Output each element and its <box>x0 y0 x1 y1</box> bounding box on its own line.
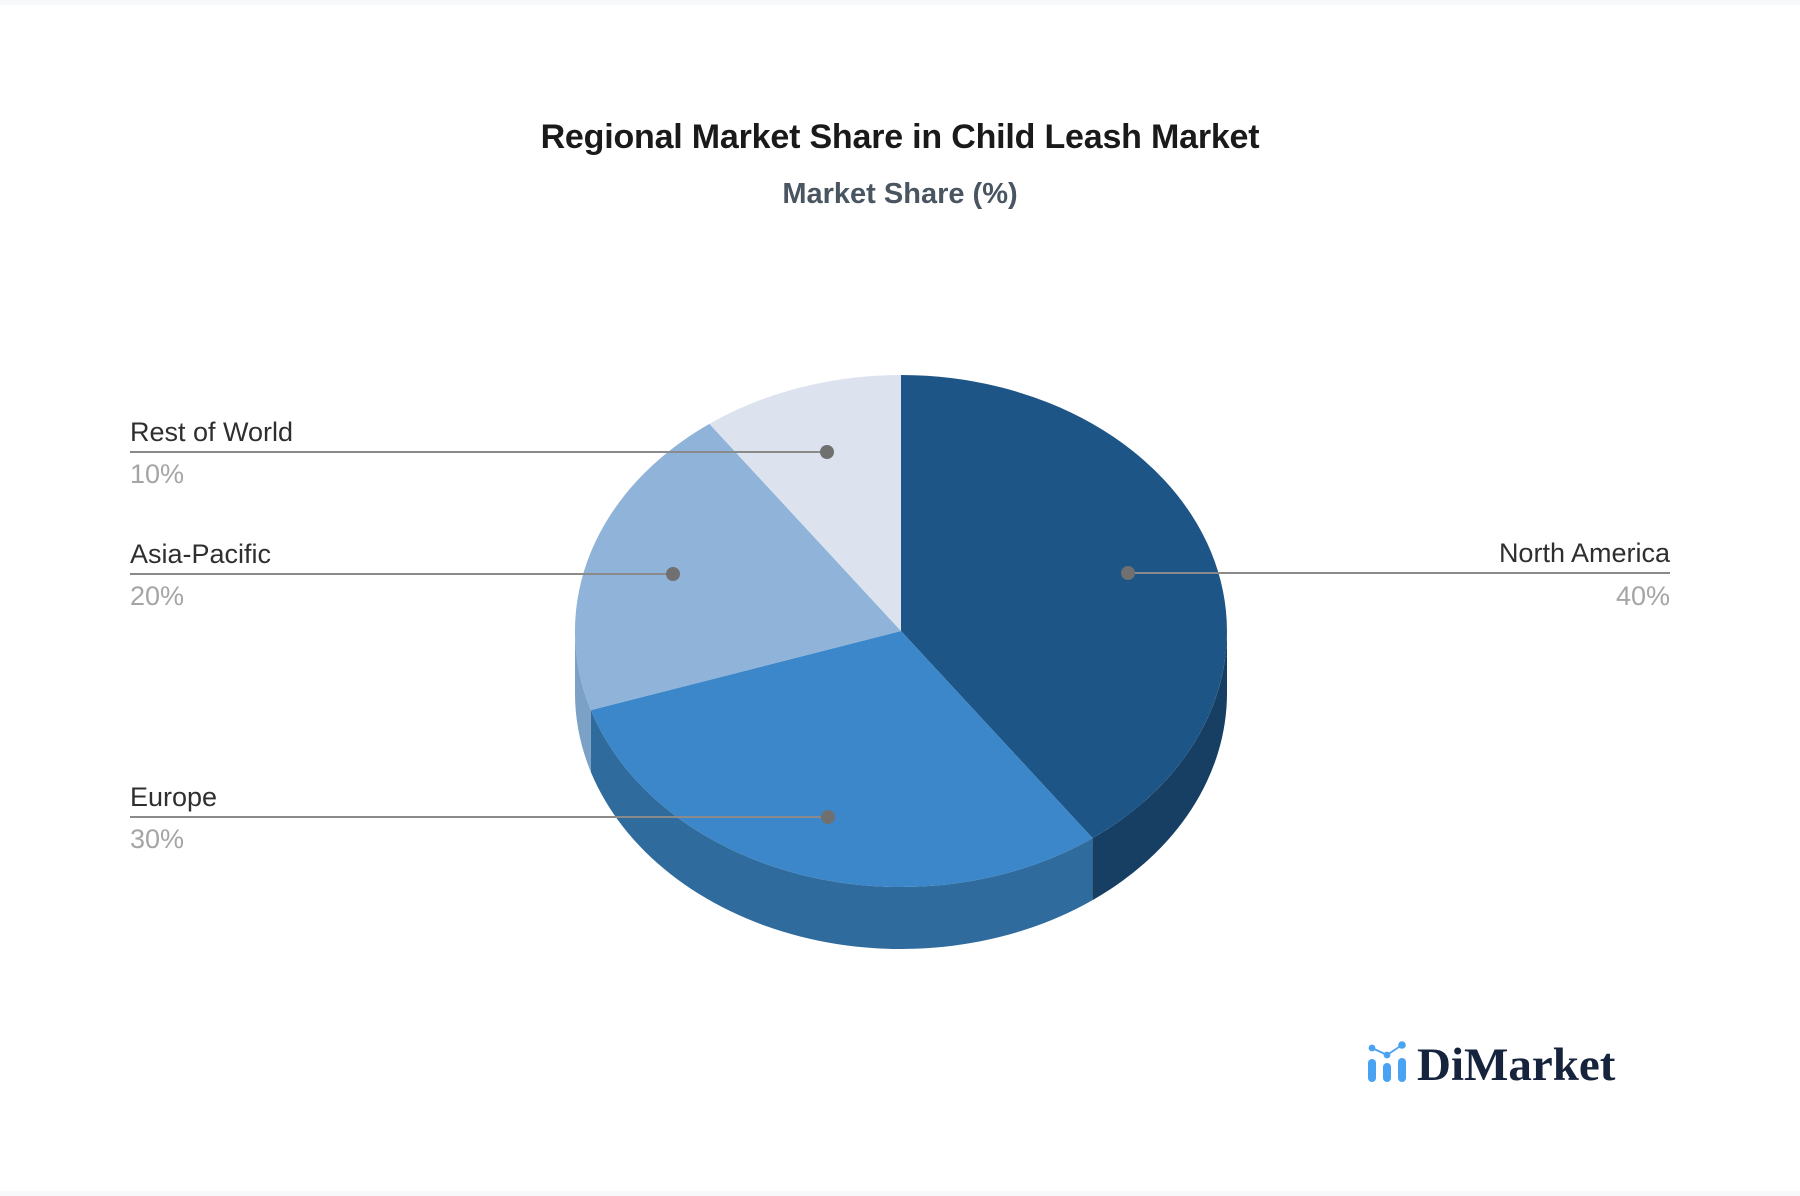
pie-slice-north-america[interactable] <box>901 375 1227 839</box>
slice-percent: 20% <box>130 581 185 611</box>
callout-north-america: North America <box>1499 538 1670 569</box>
slice-percent: 40% <box>1615 581 1670 611</box>
callout-leader-lines <box>130 451 1670 818</box>
callout-rest-of-world-pct: 10% <box>130 459 184 490</box>
slice-label: Asia-Pacific <box>130 539 272 569</box>
callout-europe-pct: 30% <box>130 824 184 855</box>
anchor-dot-asia-pacific <box>666 567 680 581</box>
bar-line-chart-icon <box>1368 1041 1406 1082</box>
callout-asia-pacific: Asia-Pacific <box>130 539 271 570</box>
chart-subtitle: Market Share (%) <box>782 178 1018 210</box>
anchor-dot-rest-of-world <box>820 445 834 459</box>
bottom-edge-strip <box>0 1191 1800 1196</box>
callout-rest-of-world: Rest of World <box>130 417 293 448</box>
slice-label: Rest of World <box>130 417 294 447</box>
slice-percent: 30% <box>130 824 185 854</box>
callout-europe: Europe <box>130 782 217 813</box>
pie-side-asia-pacific <box>574 631 591 773</box>
anchor-dot-europe <box>821 810 835 824</box>
callout-anchor-dots <box>666 445 1135 824</box>
pie-slice-europe[interactable] <box>590 631 1093 888</box>
callout-asia-pacific-pct: 20% <box>130 581 184 612</box>
pie-slice-rest-of-world[interactable] <box>709 375 901 631</box>
anchor-dot-north-america <box>1121 566 1135 580</box>
pie-top-slices <box>574 375 1227 888</box>
pie-side-skirts <box>574 631 1227 950</box>
pie-slice-asia-pacific[interactable] <box>574 423 901 711</box>
callout-north-america-pct: 40% <box>1616 581 1670 612</box>
brand-logo-text: DiMarket <box>1417 1039 1616 1091</box>
top-edge-strip <box>0 0 1800 5</box>
slice-label: North America <box>1498 538 1670 568</box>
brand-logo: DiMarket <box>1366 1039 1616 1091</box>
pie-side-north-america <box>1092 631 1227 901</box>
slice-label: Europe <box>130 782 218 812</box>
slice-percent: 10% <box>130 459 185 489</box>
pie-side-europe <box>590 710 1093 950</box>
chart-title: Regional Market Share in Child Leash Mar… <box>540 118 1260 156</box>
